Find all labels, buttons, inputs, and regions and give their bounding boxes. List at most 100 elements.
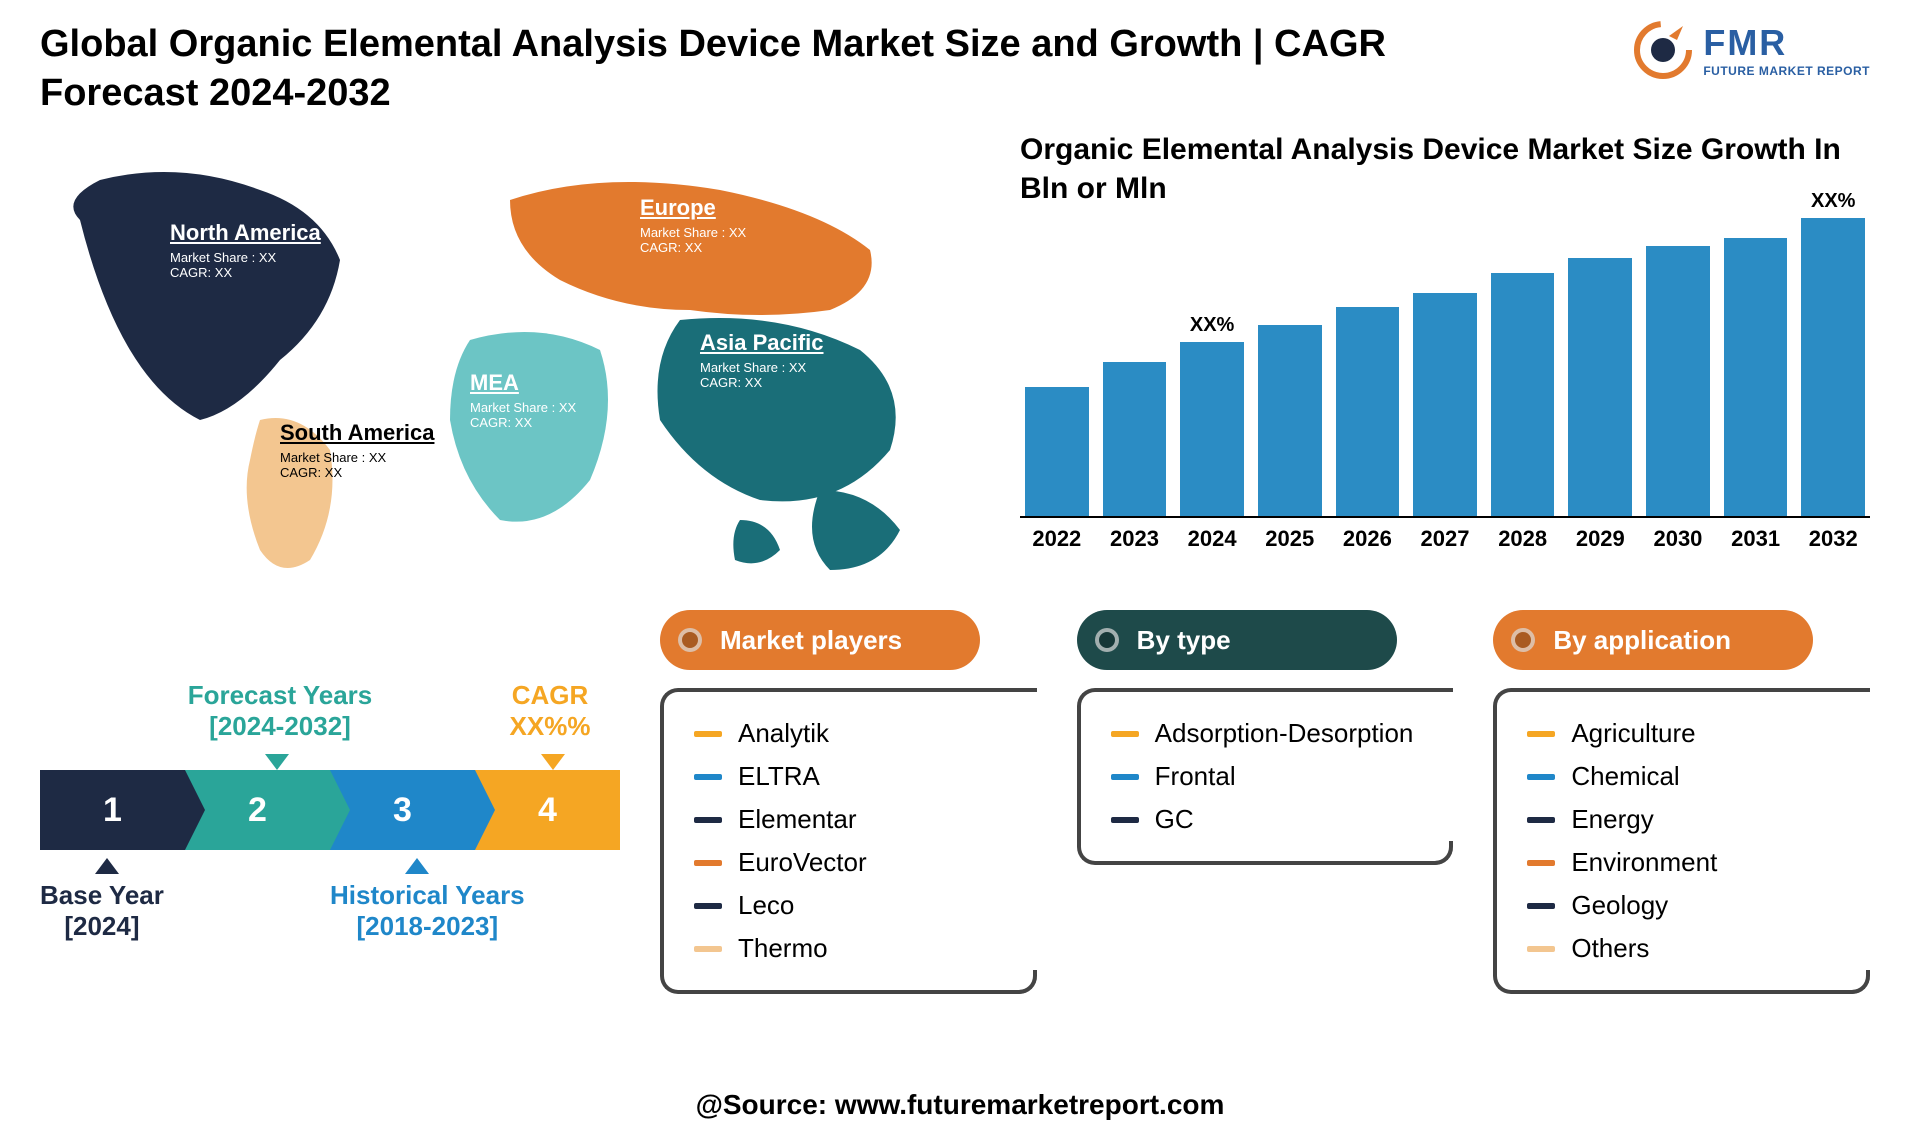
market-players-list: AnalytikELTRAElementarEuroVectorLecoTher… [694, 712, 1027, 970]
chart-bar [1025, 387, 1089, 516]
cagr-arrow-icon [541, 754, 565, 770]
dash-icon [1527, 731, 1555, 737]
list-item: Geology [1527, 884, 1860, 927]
list-item-label: GC [1155, 804, 1194, 835]
timeline-seg-1: 1 [40, 770, 185, 850]
list-item-label: Geology [1571, 890, 1668, 921]
list-item: Elementar [694, 798, 1027, 841]
by-type-title: By type [1137, 625, 1231, 656]
dash-icon [1111, 731, 1139, 737]
list-item: Adsorption-Desorption [1111, 712, 1444, 755]
list-item-label: Others [1571, 933, 1649, 964]
cagr-label-text: CAGR [512, 680, 589, 710]
sa-name: South America [280, 420, 434, 446]
fmr-logo: FMR FUTURE MARKET REPORT [1633, 20, 1870, 80]
dash-icon [694, 731, 722, 737]
forecast-range: [2024-2032] [209, 711, 351, 741]
dash-icon [694, 946, 722, 952]
list-item: Thermo [694, 927, 1027, 970]
forecast-label: Forecast Years [2024-2032] [180, 680, 380, 742]
chart-bar [1724, 238, 1788, 516]
bar-label-2032: XX% [1811, 190, 1855, 213]
page-title: Global Organic Elemental Analysis Device… [40, 20, 1386, 119]
by-type-bracket: Adsorption-Desorption Frontal GC [1077, 688, 1454, 865]
source-text: @Source: www.futuremarketreport.com [0, 1089, 1920, 1121]
category-columns: Market players AnalytikELTRAElementarEur… [660, 610, 1870, 994]
pill-dot-icon [1511, 628, 1535, 652]
x-axis-label: 2027 [1413, 526, 1477, 552]
list-item: Chemical [1527, 755, 1860, 798]
dash-icon [1527, 946, 1555, 952]
market-players-title: Market players [720, 625, 902, 656]
by-application-pill: By application [1493, 610, 1813, 670]
mea-name: MEA [470, 370, 576, 396]
by-type-pill: By type [1077, 610, 1397, 670]
eu-cagr: CAGR: XX [640, 240, 746, 255]
dash-icon [694, 903, 722, 909]
base-arrow-icon [95, 858, 119, 874]
hist-label-text: Historical Years [330, 880, 525, 910]
by-application-title: By application [1553, 625, 1731, 656]
chart-title: Organic Elemental Analysis Device Market… [1020, 130, 1870, 208]
list-item: Leco [694, 884, 1027, 927]
x-axis-label: 2023 [1103, 526, 1167, 552]
timeline-seg-3: 3 [330, 770, 475, 850]
region-north-america: North America Market Share : XX CAGR: XX [170, 220, 321, 280]
mea-share: Market Share : XX [470, 400, 576, 415]
timeline-seg-4: 4 [475, 770, 620, 850]
dash-icon [1527, 860, 1555, 866]
market-players-bracket: AnalytikELTRAElementarEuroVectorLecoTher… [660, 688, 1037, 994]
cagr-label: CAGR XX%% [480, 680, 620, 742]
chart-bar [1103, 362, 1167, 516]
x-axis-label: 2028 [1491, 526, 1555, 552]
x-axis-label: 2022 [1025, 526, 1089, 552]
market-players-column: Market players AnalytikELTRAElementarEur… [660, 610, 1037, 994]
hist-arrow-icon [405, 858, 429, 874]
by-application-list: Agriculture Chemical Energy Environment Geol… [1527, 712, 1860, 970]
by-application-bracket: Agriculture Chemical Energy Environment Geol… [1493, 688, 1870, 994]
region-asia-pacific: Asia Pacific Market Share : XX CAGR: XX [700, 330, 824, 390]
list-item: GC [1111, 798, 1444, 841]
list-item: Frontal [1111, 755, 1444, 798]
list-item-label: Environment [1571, 847, 1717, 878]
forecast-label-text: Forecast Years [188, 680, 373, 710]
dash-icon [1111, 817, 1139, 823]
chart-bar [1258, 325, 1322, 516]
list-item-label: EuroVector [738, 847, 867, 878]
chart-bar: XX% [1180, 342, 1244, 516]
by-application-column: By application Agriculture Chemical Energy… [1493, 610, 1870, 994]
region-europe: Europe Market Share : XX CAGR: XX [640, 195, 746, 255]
list-item-label: Thermo [738, 933, 828, 964]
dash-icon [1527, 903, 1555, 909]
list-item-label: ELTRA [738, 761, 820, 792]
x-axis-label: 2032 [1801, 526, 1865, 552]
x-axis-label: 2024 [1180, 526, 1244, 552]
timeline: Forecast Years [2024-2032] CAGR XX%% 1 2… [40, 680, 620, 968]
x-axis-label: 2026 [1336, 526, 1400, 552]
growth-bar-chart: Organic Elemental Analysis Device Market… [1020, 130, 1870, 580]
list-item: Energy [1527, 798, 1860, 841]
cagr-value: XX%% [510, 711, 591, 741]
ap-share: Market Share : XX [700, 360, 824, 375]
base-range: [2024] [64, 911, 139, 941]
list-item: Environment [1527, 841, 1860, 884]
list-item-label: Chemical [1571, 761, 1679, 792]
chart-title-text: Organic Elemental Analysis Device Market… [1020, 133, 1841, 205]
logo-icon [1633, 20, 1693, 80]
base-label: Base Year [2024] [40, 880, 164, 942]
pill-dot-icon [1095, 628, 1119, 652]
list-item: ELTRA [694, 755, 1027, 798]
world-map: North America Market Share : XX CAGR: XX… [40, 160, 940, 580]
list-item: Agriculture [1527, 712, 1860, 755]
na-cagr: CAGR: XX [170, 265, 321, 280]
mea-cagr: CAGR: XX [470, 415, 576, 430]
by-type-list: Adsorption-Desorption Frontal GC [1111, 712, 1444, 841]
logo-sub-text: FUTURE MARKET REPORT [1703, 64, 1870, 78]
timeline-strip: 1 2 3 4 [40, 770, 620, 850]
eu-name: Europe [640, 195, 746, 221]
logo-main-text: FMR [1703, 22, 1870, 64]
timeline-seg-2: 2 [185, 770, 330, 850]
chart-bar: XX% [1801, 218, 1865, 516]
dash-icon [1527, 774, 1555, 780]
list-item-label: Adsorption-Desorption [1155, 718, 1414, 749]
